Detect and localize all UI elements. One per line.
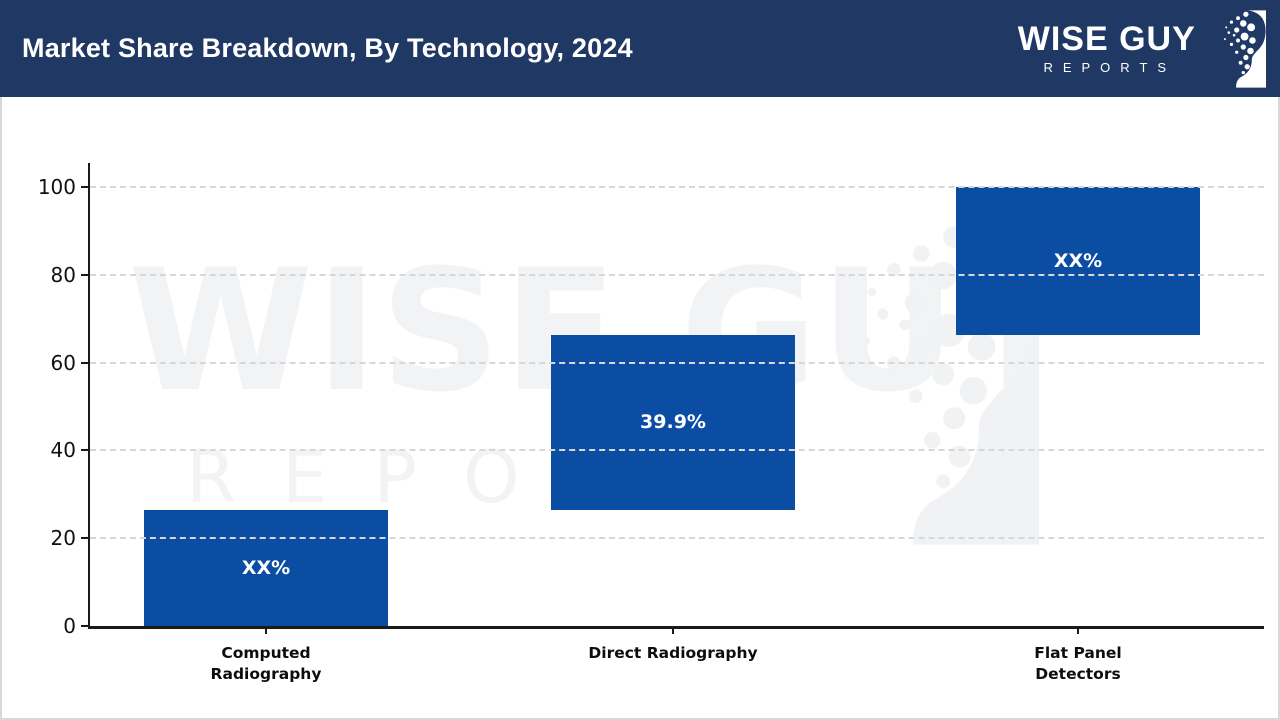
y-axis-tick: [81, 625, 90, 627]
y-axis-tick: [81, 449, 90, 452]
y-gridline: [90, 186, 1264, 188]
x-axis-tick: [1077, 626, 1079, 634]
y-axis-tick-label: 40: [50, 438, 76, 463]
bar-segment: XX%: [956, 187, 1200, 335]
x-axis-category-label: Flat Panel Detectors: [918, 643, 1238, 685]
bar-value-label: XX%: [241, 556, 291, 579]
y-axis-tick-label: 100: [37, 175, 76, 199]
y-axis-tick-label: 60: [50, 350, 76, 375]
brand-name: WISE GUY: [1017, 20, 1196, 58]
y-axis-tick: [81, 537, 90, 540]
y-axis-tick: [81, 186, 90, 188]
y-axis-tick: [81, 273, 90, 276]
y-axis-tick-label: 80: [50, 262, 76, 287]
x-axis-category-label-line: Flat Panel: [1034, 644, 1122, 662]
y-axis-tick-label: 20: [50, 526, 76, 551]
y-gridline: [90, 449, 1264, 452]
y-axis-tick: [81, 361, 90, 364]
header-bar: Market Share Breakdown, By Technology, 2…: [0, 0, 1280, 97]
x-axis-category-label-line: Direct Radiography: [588, 644, 758, 662]
y-gridline: [90, 361, 1264, 364]
brand-logo: WISE GUY REPORTS: [1018, 9, 1280, 89]
x-axis-category-label: Computed Radiography: [106, 643, 426, 685]
bar-segment: 39.9%: [551, 334, 795, 510]
brand-face-icon: [1223, 9, 1266, 88]
brand-logo-text: WISE GUY REPORTS: [1018, 22, 1196, 75]
y-gridline: [90, 537, 1264, 540]
plot-area: 0 20 40 60 80 100 XX% 39.9% XX% Computed Radiograp…: [38, 163, 1264, 683]
bar-value-label: XX%: [1053, 249, 1103, 272]
brand-subtitle: REPORTS: [1043, 60, 1177, 75]
x-axis-tick: [265, 626, 267, 634]
bar-value-label: 39.9%: [640, 411, 706, 434]
bar-segment: XX%: [144, 509, 388, 626]
y-gridline: [90, 273, 1264, 276]
x-axis-category-label-line: Computed: [221, 644, 311, 662]
x-axis-category-label: Direct Radiography: [513, 643, 833, 664]
x-axis-category-label-line: Detectors: [1035, 664, 1121, 683]
x-axis-category-label-line: Radiography: [210, 664, 322, 683]
x-axis-tick: [672, 626, 674, 634]
y-axis-tick-label: 0: [63, 614, 76, 638]
page-title: Market Share Breakdown, By Technology, 2…: [22, 33, 633, 63]
